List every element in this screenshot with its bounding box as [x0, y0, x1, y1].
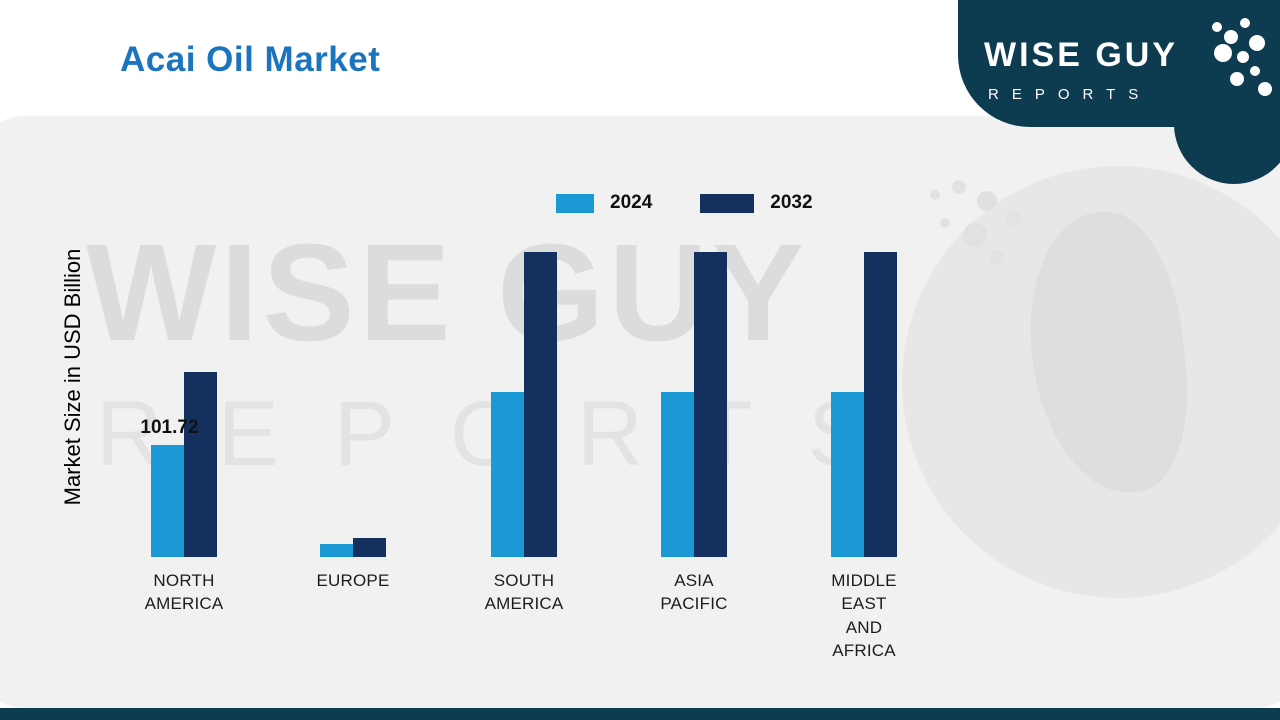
category-label: ASIA PACIFIC	[660, 571, 728, 614]
y-axis-label: Market Size in USD Billion	[60, 248, 85, 506]
value-label: 101.72	[140, 417, 199, 439]
chart-title: Acai Oil Market	[120, 40, 381, 79]
bar-2024	[661, 392, 694, 557]
bar-2032	[694, 252, 727, 557]
bottom-accent-bar	[0, 708, 1280, 720]
watermark-wiseguy: WISE GUY	[86, 216, 809, 370]
bar-pair: 101.72	[114, 247, 254, 557]
logo-wordmark: WISE GUY	[984, 36, 1179, 74]
bar-2032	[524, 252, 557, 557]
bar-pair	[624, 247, 764, 557]
bar-group: EUROPE	[283, 247, 423, 592]
bar-pair	[454, 247, 594, 557]
bar-2032	[353, 537, 386, 557]
bar-2032	[864, 252, 897, 557]
bar-2024	[831, 392, 864, 557]
logo-head-shape	[1174, 64, 1280, 184]
bar-2024	[151, 445, 184, 557]
watermark-reports: REPORTS	[96, 382, 924, 487]
category-label: MIDDLE EAST AND AFRICA	[831, 571, 897, 661]
bar-pair	[794, 247, 934, 557]
bar-group: SOUTH AMERICA	[454, 247, 594, 616]
legend: 2024 2032	[556, 192, 813, 214]
bar-group: ASIA PACIFIC	[624, 247, 764, 616]
logo-subtitle: REPORTS	[988, 86, 1152, 103]
category-label: EUROPE	[316, 571, 390, 590]
logo-face-dots-icon	[1212, 22, 1222, 32]
bar-group: 101.72 NORTH AMERICA	[114, 247, 254, 616]
bar-2032	[184, 372, 217, 557]
wiseguy-logo: WISE GUY REPORTS	[958, 0, 1280, 184]
bar-2024	[491, 392, 524, 557]
category-label: NORTH AMERICA	[144, 571, 224, 614]
legend-swatch-2024	[556, 193, 594, 213]
legend-label-2024: 2024	[610, 192, 653, 213]
legend-swatch-2032	[700, 193, 755, 213]
legend-label-2032: 2032	[770, 192, 813, 213]
gray-dot-cluster	[930, 190, 940, 200]
category-label: SOUTH AMERICA	[484, 571, 564, 614]
bar-group: MIDDLE EAST AND AFRICA	[794, 247, 934, 663]
bar-pair	[283, 247, 423, 557]
bar-2024	[320, 543, 353, 557]
